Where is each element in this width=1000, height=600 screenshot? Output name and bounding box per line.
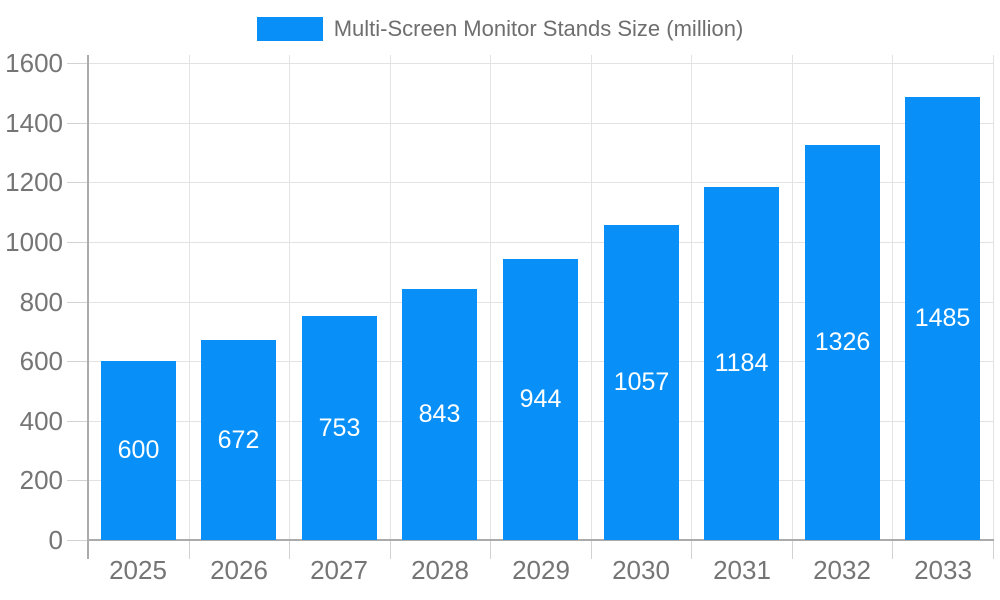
x-gridline (390, 55, 391, 540)
y-tick (67, 242, 88, 243)
y-axis-label: 200 (19, 465, 63, 495)
x-gridline (792, 55, 793, 540)
y-tick (67, 540, 88, 541)
legend-label: Multi-Screen Monitor Stands Size (millio… (333, 16, 744, 41)
y-tick (67, 361, 88, 362)
y-axis-label: 1400 (5, 108, 63, 138)
y-gridline (88, 63, 993, 64)
x-axis-label: 2031 (713, 555, 771, 585)
x-tick (591, 541, 592, 559)
x-gridline (691, 55, 692, 540)
bar-value-label: 1326 (814, 328, 871, 356)
x-tick (189, 541, 190, 559)
x-gridline (490, 55, 491, 540)
x-gridline (189, 55, 190, 540)
y-axis-label: 600 (19, 346, 63, 376)
x-axis-line (87, 539, 994, 541)
bar-value-label: 600 (117, 436, 160, 464)
x-axis-label: 2028 (411, 555, 469, 585)
y-tick (67, 182, 88, 183)
bar-2031[interactable]: 1184 (704, 187, 779, 540)
y-gridline (88, 182, 993, 183)
x-gridline (289, 55, 290, 540)
bar-value-label: 1057 (613, 368, 670, 396)
y-axis-label: 1000 (5, 227, 63, 257)
x-tick (390, 541, 391, 559)
y-axis-label: 800 (19, 287, 63, 317)
x-axis-label: 2027 (310, 555, 368, 585)
x-tick (289, 541, 290, 559)
bar-2032[interactable]: 1326 (805, 145, 880, 540)
y-axis-label: 0 (48, 525, 63, 555)
x-tick (892, 541, 893, 559)
x-gridline (591, 55, 592, 540)
legend-item[interactable]: Multi-Screen Monitor Stands Size (millio… (256, 16, 744, 42)
y-axis-label: 400 (19, 406, 63, 436)
y-tick (67, 480, 88, 481)
y-tick (67, 63, 88, 64)
bar-value-label: 1184 (714, 349, 769, 377)
y-axis-line (87, 55, 89, 559)
x-tick (691, 541, 692, 559)
bar-value-label: 843 (418, 400, 461, 428)
bar-2029[interactable]: 944 (503, 259, 578, 540)
y-gridline (88, 123, 993, 124)
x-axis-label: 2025 (109, 555, 167, 585)
y-tick (67, 421, 88, 422)
bar-value-label: 1485 (914, 304, 971, 332)
x-axis-label: 2030 (612, 555, 670, 585)
y-axis-label: 1600 (5, 48, 63, 78)
bar-2028[interactable]: 843 (402, 289, 477, 540)
y-axis-label: 1200 (5, 167, 63, 197)
bar-value-label: 753 (318, 413, 361, 442)
bar-2033[interactable]: 1485 (905, 97, 980, 540)
x-axis-label: 2033 (914, 555, 972, 585)
x-axis-label: 2032 (813, 555, 871, 585)
x-axis-label: 2029 (512, 555, 570, 585)
legend-swatch (256, 17, 323, 41)
bar-2026[interactable]: 672 (201, 340, 276, 540)
bar-value-label: 944 (519, 385, 562, 413)
y-tick (67, 123, 88, 124)
x-tick (993, 541, 994, 559)
x-tick (490, 541, 491, 559)
x-tick (792, 541, 793, 559)
y-tick (67, 302, 88, 303)
bar-2030[interactable]: 1057 (604, 225, 679, 540)
legend: Multi-Screen Monitor Stands Size (millio… (0, 16, 1000, 42)
y-gridline (88, 242, 993, 243)
x-gridline (993, 55, 994, 540)
bar-2025[interactable]: 600 (101, 361, 176, 540)
bar-value-label: 672 (217, 425, 260, 454)
x-axis-label: 2026 (210, 555, 268, 585)
x-gridline (892, 55, 893, 540)
bar-2027[interactable]: 753 (302, 316, 377, 540)
